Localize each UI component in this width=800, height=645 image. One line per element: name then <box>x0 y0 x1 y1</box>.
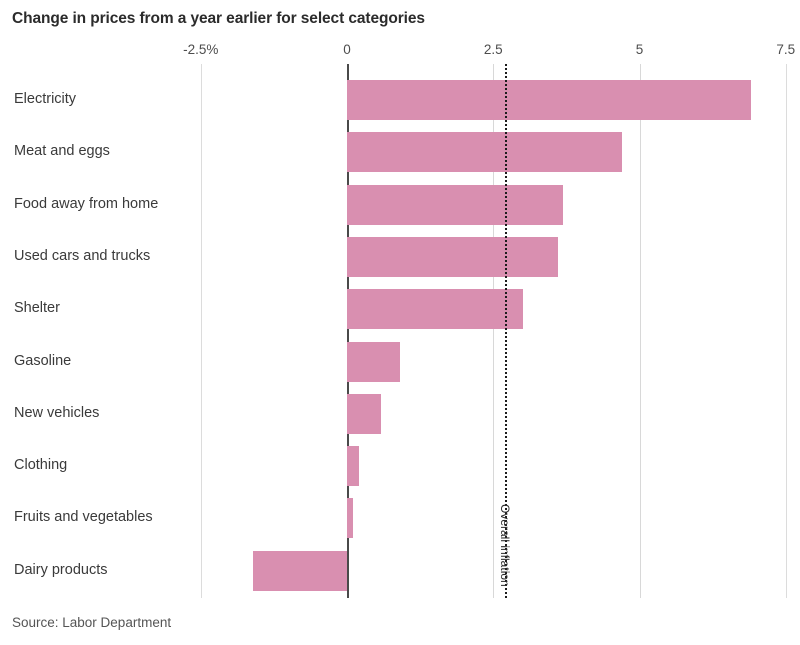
page-title: Change in prices from a year earlier for… <box>12 10 425 27</box>
category-label: Electricity <box>14 91 77 107</box>
category-label: Meat and eggs <box>14 143 110 160</box>
overall-inflation-label: Overall inflation <box>497 504 512 587</box>
bar <box>347 132 622 173</box>
bar-row <box>0 446 800 487</box>
x-axis-tick-label: 2.5 <box>483 42 503 57</box>
category-label: Fruits and vegetables <box>14 509 153 526</box>
category-label: New vehicles <box>14 404 100 421</box>
bar <box>347 393 381 434</box>
bar <box>347 184 564 225</box>
x-axis-tick-label: 0 <box>343 42 351 57</box>
gridline <box>493 64 495 598</box>
x-axis-tick-label: -2.5% <box>183 42 219 57</box>
gridline <box>785 64 787 598</box>
zero-axis-line <box>347 64 349 598</box>
bar-row <box>0 236 800 277</box>
bar-row <box>0 341 800 382</box>
overall-inflation-line <box>504 64 507 598</box>
bar-row <box>0 132 800 173</box>
bar-row <box>0 289 800 330</box>
category-label: Dairy products <box>14 561 108 578</box>
bar-row <box>0 498 800 539</box>
bar-row <box>0 550 800 591</box>
x-axis-tick-label: 7.5 <box>776 42 796 57</box>
bar <box>347 341 400 382</box>
x-axis-tick-label: 5 <box>635 42 644 57</box>
bar-row <box>0 393 800 434</box>
bar <box>347 446 359 487</box>
bar <box>253 550 347 591</box>
category-label: Shelter <box>14 300 60 317</box>
bar-row <box>0 80 800 120</box>
plot-area: -2.5% 0 2.5 5 7.5 Electricity Meat and eggs Foo… <box>0 42 800 602</box>
category-label: Clothing <box>14 457 68 474</box>
category-label: Used cars and trucks <box>14 247 151 264</box>
bar <box>347 236 558 277</box>
bar-row <box>0 184 800 225</box>
bar <box>347 498 353 539</box>
gridline <box>200 64 202 598</box>
gridline <box>639 64 641 598</box>
category-label: Food away from home <box>14 195 159 212</box>
bar <box>347 289 523 330</box>
bar <box>347 80 751 120</box>
category-label: Gasoline <box>14 352 72 369</box>
source-note: Source: Labor Department <box>12 615 172 630</box>
